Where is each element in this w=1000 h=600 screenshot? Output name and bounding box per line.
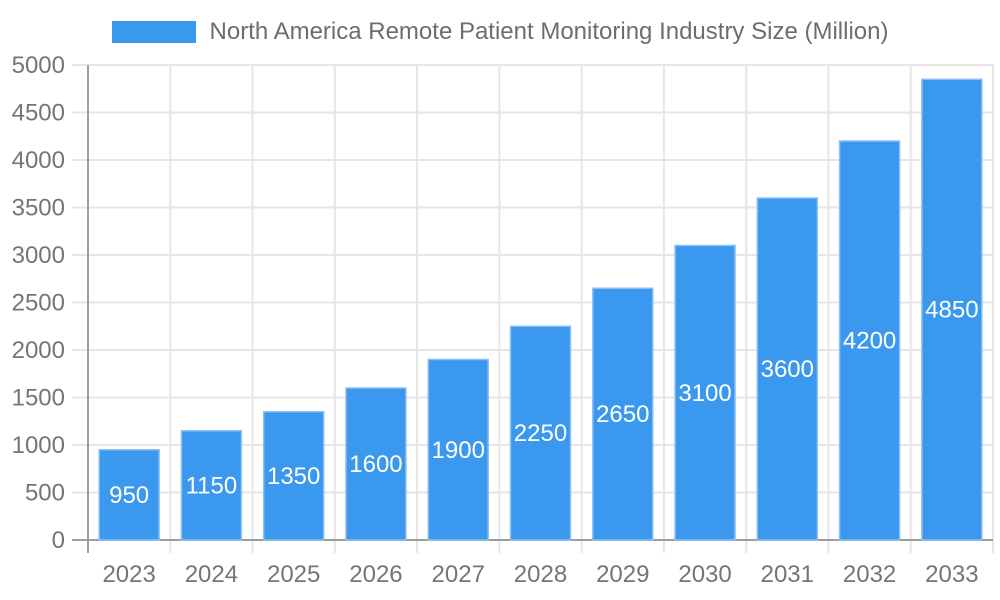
bar[interactable]: [592, 287, 654, 541]
bar[interactable]: [674, 244, 736, 541]
y-axis-tick-label: 500: [25, 480, 65, 507]
bar-value-label: 1600: [349, 451, 402, 478]
bar[interactable]: [427, 358, 489, 541]
x-axis-tick-label: 2027: [432, 561, 485, 588]
x-axis-tick-label: 2026: [349, 561, 402, 588]
x-axis-tick-label: 2024: [185, 561, 238, 588]
bar[interactable]: [345, 387, 407, 541]
bar-value-label: 950: [109, 482, 149, 509]
legend: North America Remote Patient Monitoring …: [0, 18, 1000, 46]
y-axis-tick-label: 2500: [12, 290, 65, 317]
y-axis-tick-label: 3500: [12, 195, 65, 222]
x-axis-tick-label: 2030: [678, 561, 731, 588]
x-axis-tick-label: 2025: [267, 561, 320, 588]
bar[interactable]: [98, 449, 160, 541]
bar-value-label: 1150: [186, 472, 238, 499]
y-axis-tick-label: 4000: [12, 147, 65, 174]
bar[interactable]: [262, 411, 325, 541]
bar-value-label: 2650: [596, 401, 649, 428]
bar[interactable]: [756, 197, 819, 541]
x-axis-tick-label: 2023: [102, 561, 155, 588]
bar-value-label: 3100: [678, 380, 731, 407]
x-axis-tick-label: 2029: [596, 561, 649, 588]
bar-value-label: 3600: [761, 356, 814, 383]
x-axis-tick-label: 2031: [761, 561, 814, 588]
bar[interactable]: [509, 325, 572, 541]
y-axis-tick-label: 5000: [12, 52, 65, 79]
legend-swatch-icon: [111, 21, 196, 43]
y-axis-tick-label: 1000: [12, 432, 65, 459]
y-axis-tick-label: 0: [52, 527, 65, 554]
bar-value-label: 4200: [843, 328, 896, 355]
x-axis-tick-label: 2033: [925, 561, 978, 588]
y-axis-tick-label: 2000: [12, 337, 65, 364]
bar[interactable]: [921, 78, 983, 541]
y-axis-tick-label: 4500: [12, 100, 65, 127]
bar[interactable]: [838, 140, 901, 541]
bar-value-label: 1350: [267, 463, 320, 490]
legend-item[interactable]: North America Remote Patient Monitoring …: [111, 18, 889, 46]
y-axis-tick-label: 3000: [12, 242, 65, 269]
bar-value-label: 1900: [432, 437, 485, 464]
x-axis-tick-label: 2028: [514, 561, 567, 588]
bar-value-label: 4850: [925, 297, 978, 324]
bar[interactable]: [180, 430, 243, 541]
legend-label: North America Remote Patient Monitoring …: [209, 18, 889, 45]
x-axis-tick-label: 2032: [843, 561, 896, 588]
y-axis-tick-label: 1500: [12, 385, 65, 412]
bar-value-label: 2250: [514, 420, 567, 447]
